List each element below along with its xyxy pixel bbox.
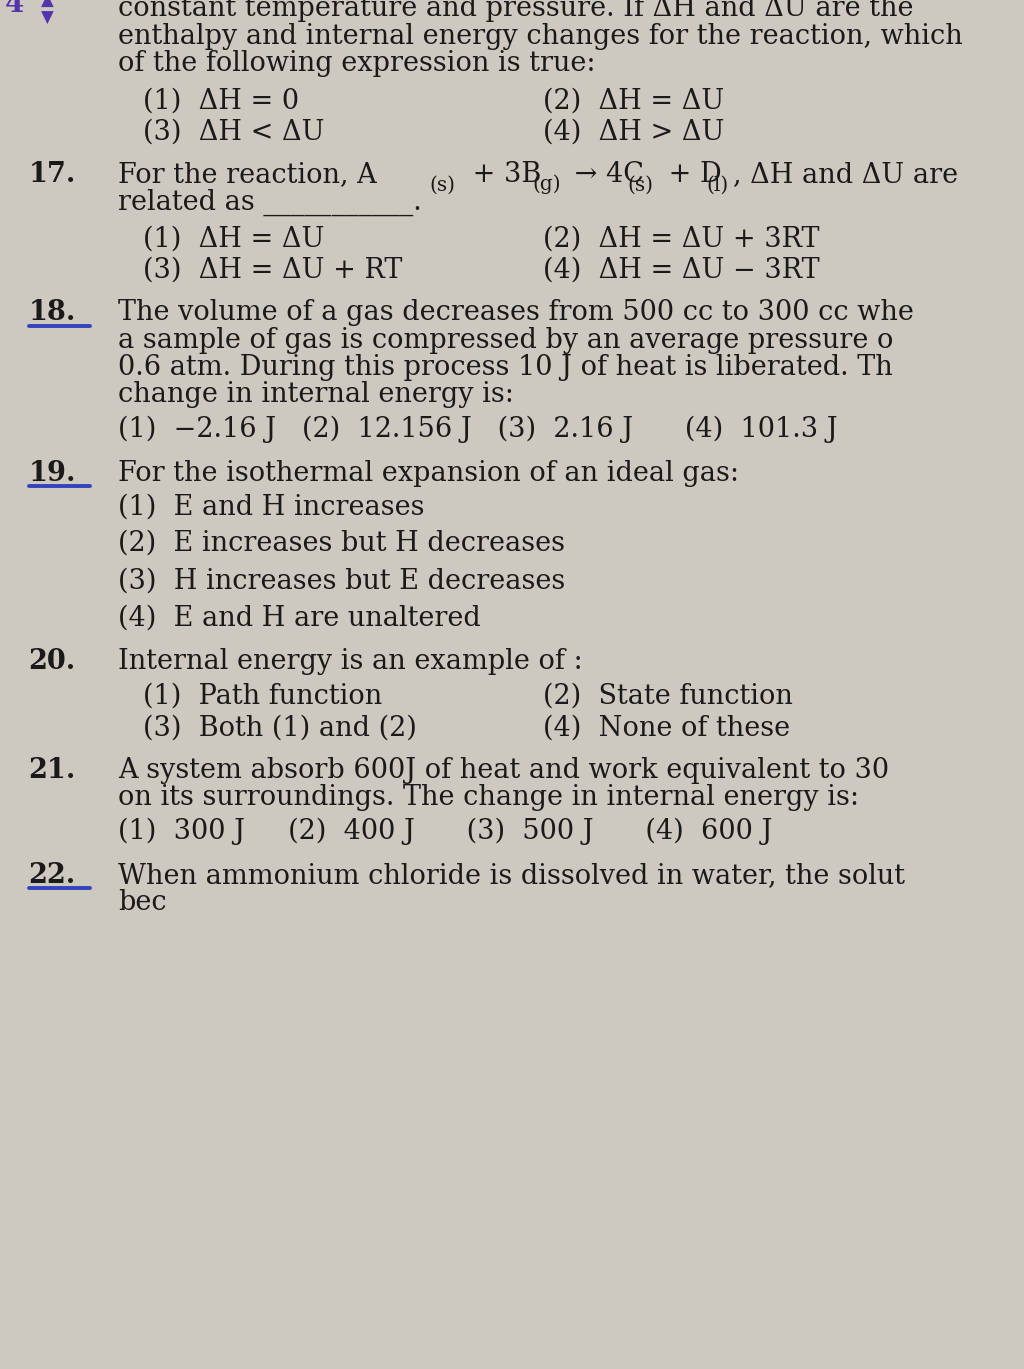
Text: 0.6 atm. During this process 10 J of heat is liberated. Th: 0.6 atm. During this process 10 J of hea… [118,355,893,381]
Text: (2)  ΔH = ΔU: (2) ΔH = ΔU [543,88,724,114]
Text: (1)  Path function: (1) Path function [143,683,383,709]
Text: 4: 4 [5,0,25,18]
Text: (s): (s) [628,175,653,194]
Text: on its surroundings. The change in internal energy is:: on its surroundings. The change in inter… [118,784,859,810]
Text: (3)  Both (1) and (2): (3) Both (1) and (2) [143,715,417,741]
Text: ▼: ▼ [41,10,53,27]
Text: (4)  ΔH = ΔU − 3RT: (4) ΔH = ΔU − 3RT [543,257,819,283]
Text: + D: + D [660,162,722,188]
Text: (s): (s) [429,175,455,194]
Text: (3)  ΔH = ΔU + RT: (3) ΔH = ΔU + RT [143,257,402,283]
Text: The volume of a gas decreases from 500 cc to 300 cc whe: The volume of a gas decreases from 500 c… [118,300,913,326]
Text: (1)  E and H increases: (1) E and H increases [118,494,424,520]
Text: (1)  ΔH = ΔU: (1) ΔH = ΔU [143,226,325,252]
Text: (1)  ΔH = 0: (1) ΔH = 0 [143,88,299,114]
Text: related as ___________.: related as ___________. [118,189,422,216]
Text: of the following expression is true:: of the following expression is true: [118,51,595,77]
Text: (4)  E and H are unaltered: (4) E and H are unaltered [118,605,480,631]
Text: 19.: 19. [29,460,76,486]
Text: (1)  300 J     (2)  400 J      (3)  500 J      (4)  600 J: (1) 300 J (2) 400 J (3) 500 J (4) 600 J [118,817,772,845]
Text: constant temperature and pressure. If ΔH and ΔU are the: constant temperature and pressure. If ΔH… [118,0,913,22]
Text: (2)  ΔH = ΔU + 3RT: (2) ΔH = ΔU + 3RT [543,226,819,252]
Text: A system absorb 600J of heat and work equivalent to 30: A system absorb 600J of heat and work eq… [118,757,889,783]
Text: (2)  E increases but H decreases: (2) E increases but H decreases [118,530,565,556]
Text: 17.: 17. [29,162,76,188]
Text: (1)  −2.16 J   (2)  12.156 J   (3)  2.16 J      (4)  101.3 J: (1) −2.16 J (2) 12.156 J (3) 2.16 J (4) … [118,415,838,442]
Text: bec: bec [118,890,166,916]
Text: 18.: 18. [29,300,76,326]
Text: For the reaction, A: For the reaction, A [118,162,377,188]
Text: When ammonium chloride is dissolved in water, the solut: When ammonium chloride is dissolved in w… [118,862,905,888]
Text: (3)  H increases but E decreases: (3) H increases but E decreases [118,568,565,594]
Text: a sample of gas is compressed by an average pressure o: a sample of gas is compressed by an aver… [118,327,893,353]
Text: (4)  ΔH > ΔU: (4) ΔH > ΔU [543,119,724,145]
Text: (l): (l) [707,175,729,194]
Text: (2)  State function: (2) State function [543,683,793,709]
Text: ▲: ▲ [41,0,53,10]
Text: (g): (g) [532,175,561,194]
Text: For the isothermal expansion of an ideal gas:: For the isothermal expansion of an ideal… [118,460,738,486]
Text: (3)  ΔH < ΔU: (3) ΔH < ΔU [143,119,325,145]
Text: → 4C: → 4C [566,162,644,188]
Text: change in internal energy is:: change in internal energy is: [118,382,514,408]
Text: + 3B: + 3B [464,162,541,188]
Text: enthalpy and internal energy changes for the reaction, which: enthalpy and internal energy changes for… [118,23,963,49]
Text: , ΔH and ΔU are: , ΔH and ΔU are [733,162,958,188]
Text: (4)  None of these: (4) None of these [543,715,790,741]
Text: 21.: 21. [29,757,76,783]
Text: 20.: 20. [29,649,76,675]
Text: 22.: 22. [29,862,76,888]
Text: Internal energy is an example of :: Internal energy is an example of : [118,649,583,675]
